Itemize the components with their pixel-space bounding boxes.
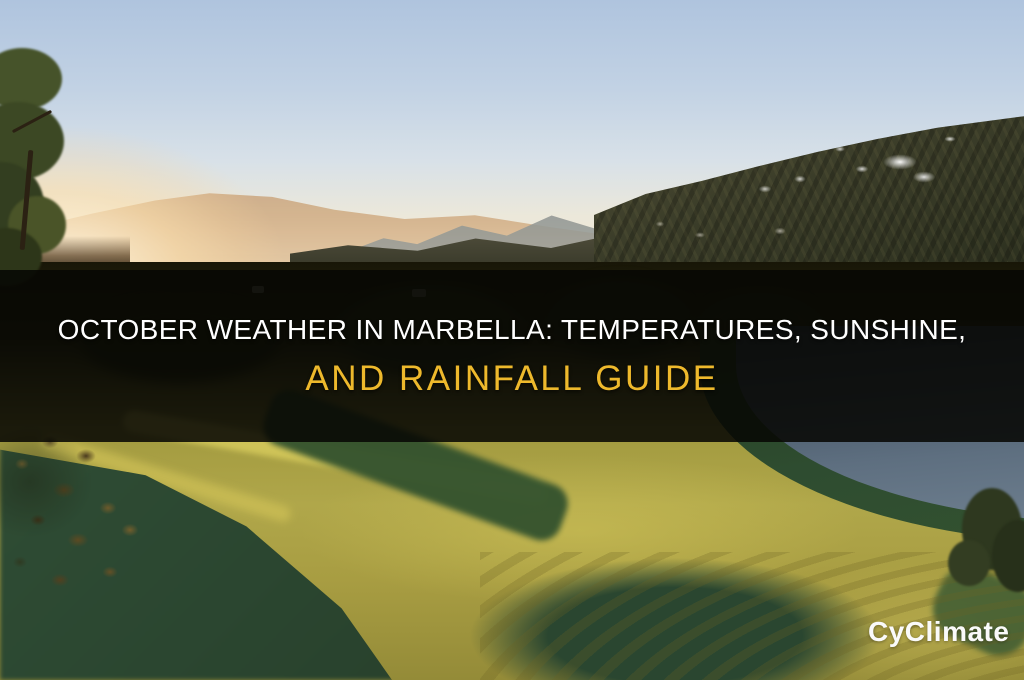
page-title-line1: OCTOBER WEATHER IN MARBELLA: TEMPERATURE…	[57, 313, 967, 345]
fairway-shadow-mid	[470, 558, 880, 680]
title-overlay-band: OCTOBER WEATHER IN MARBELLA: TEMPERATURE…	[0, 270, 1024, 442]
mowing-arcs	[480, 552, 1024, 680]
foreground-tree-foliage	[0, 48, 62, 110]
brand-logo: CyClimate	[868, 616, 1010, 647]
foreground-foliage-lower-left	[0, 412, 185, 617]
page-title-line2: AND RAINFALL GUIDE	[305, 358, 719, 398]
lakeside-tree	[948, 540, 990, 586]
